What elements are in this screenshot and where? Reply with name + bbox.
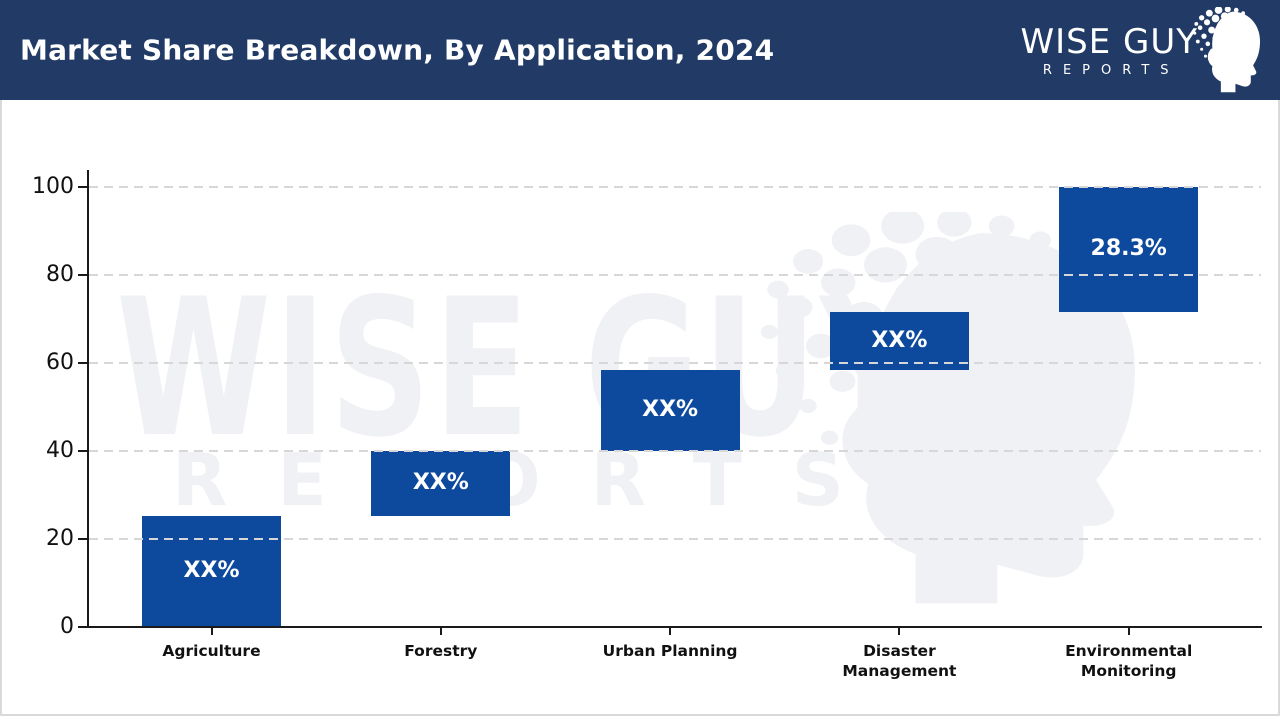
bar-value-label: XX% [642, 397, 699, 423]
y-tick [78, 274, 87, 276]
page-title: Market Share Breakdown, By Application, … [20, 33, 775, 67]
y-tick-label: 60 [46, 350, 74, 375]
y-tick [78, 626, 87, 628]
x-tick [898, 628, 901, 635]
gridline [89, 274, 1261, 276]
bar-disaster-management [829, 311, 969, 370]
y-tick-label: 80 [46, 262, 74, 287]
gridline [89, 362, 1261, 364]
y-axis-line [87, 170, 89, 628]
y-tick-label: 40 [46, 438, 74, 463]
logo-wordmark: WISE GUY REPORTS [1020, 22, 1198, 78]
x-tick [439, 628, 442, 635]
y-tick [78, 186, 87, 188]
bar-urban-planning [600, 369, 740, 451]
bar-value-label: 28.3% [1090, 236, 1167, 262]
x-axis-label-disaster-management: Disaster Management [842, 642, 957, 680]
bar-environmental-monitoring [1059, 187, 1199, 312]
x-tick [669, 628, 672, 635]
wise-guy-logo: WISE GUY REPORTS [1020, 4, 1266, 96]
content-area: WISE GUY REPORTS XX% XX% XX% XX% 28.3% 0 20 40… [0, 100, 1280, 720]
x-axis-label-forestry: Forestry [404, 642, 478, 660]
x-axis-label-agriculture: Agriculture [162, 642, 261, 660]
x-tick [1127, 628, 1130, 635]
bar-value-label: XX% [871, 327, 928, 353]
x-tick [210, 628, 213, 635]
logo-wordmark-line2: REPORTS [1042, 63, 1180, 78]
plot-area: XX% XX% XX% XX% 28.3% [89, 186, 1261, 627]
x-axis-line [85, 626, 1262, 628]
gridline [89, 186, 1261, 188]
gridline [89, 538, 1261, 540]
bar-value-label: XX% [183, 558, 240, 584]
y-tick-label: 0 [60, 614, 74, 639]
y-tick [78, 450, 87, 452]
header-bar: Market Share Breakdown, By Application, … [0, 0, 1280, 100]
y-tick-label: 100 [32, 174, 74, 199]
bar-agriculture [142, 515, 281, 627]
head-icon [1188, 7, 1266, 93]
y-tick [78, 362, 87, 364]
bar-forestry [371, 451, 511, 516]
logo-wordmark-line1: WISE GUY [1020, 22, 1198, 62]
gridline [89, 450, 1261, 452]
y-tick-label: 20 [46, 526, 74, 551]
x-axis-label-urban-planning: Urban Planning [602, 642, 738, 660]
x-axis-label-environmental-monitoring: Environmental Monitoring [1065, 642, 1193, 680]
bar-value-label: XX% [412, 470, 469, 496]
y-tick [78, 538, 87, 540]
